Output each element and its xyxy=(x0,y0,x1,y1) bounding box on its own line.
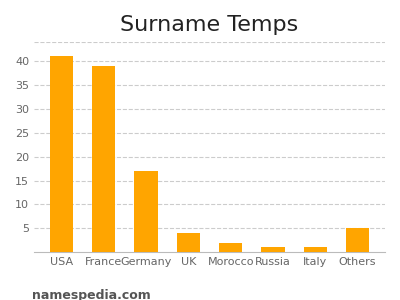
Text: namespedia.com: namespedia.com xyxy=(32,289,151,300)
Bar xyxy=(261,248,284,252)
Title: Surname Temps: Surname Temps xyxy=(120,15,299,35)
Bar xyxy=(92,66,116,252)
Bar xyxy=(134,171,158,252)
Bar xyxy=(177,233,200,252)
Bar xyxy=(219,243,242,252)
Bar xyxy=(304,248,327,252)
Bar xyxy=(346,228,369,252)
Bar xyxy=(50,56,73,252)
